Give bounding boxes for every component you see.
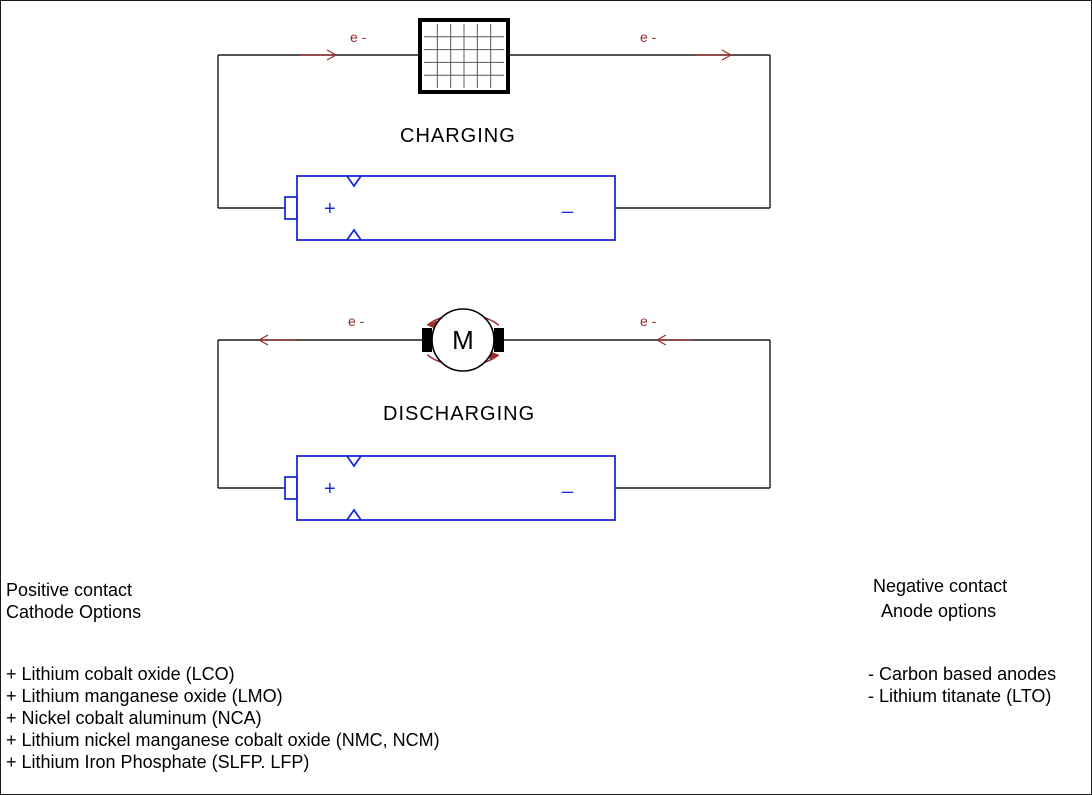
diagram-canvas: e - e - CHARGING + _ Me - e - DISCHARGING + _ Posi…	[0, 0, 1092, 795]
cathode-item: + Lithium manganese oxide (LMO)	[6, 686, 283, 706]
cathode-item: + Lithium cobalt oxide (LCO)	[6, 664, 235, 684]
anode-item: - Lithium titanate (LTO)	[868, 686, 1051, 706]
cathode-item: + Nickel cobalt aluminum (NCA)	[6, 708, 262, 728]
motor-label: M	[452, 325, 474, 355]
cathode-item: + Lithium Iron Phosphate (SLFP. LFP)	[6, 752, 309, 772]
cathode-item: + Lithium nickel manganese cobalt oxide …	[6, 730, 440, 750]
battery-minus: _	[561, 472, 574, 494]
anode-subheader: Anode options	[881, 601, 996, 621]
anode-header: Negative contact	[873, 576, 1007, 596]
discharging-title: DISCHARGING	[383, 403, 535, 425]
anode-item: - Carbon based anodes	[868, 664, 1056, 684]
battery-minus: _	[561, 192, 574, 214]
electron-label: e -	[640, 29, 657, 45]
cathode-subheader: Cathode Options	[6, 602, 141, 622]
battery-plus: +	[324, 198, 336, 220]
battery-plus: +	[324, 478, 336, 500]
solar-panel-icon	[420, 20, 508, 92]
charging-title: CHARGING	[400, 125, 516, 147]
electron-label: e -	[640, 313, 657, 329]
cathode-header: Positive contact	[6, 580, 132, 600]
electron-label: e -	[348, 313, 365, 329]
electron-label: e -	[350, 29, 367, 45]
